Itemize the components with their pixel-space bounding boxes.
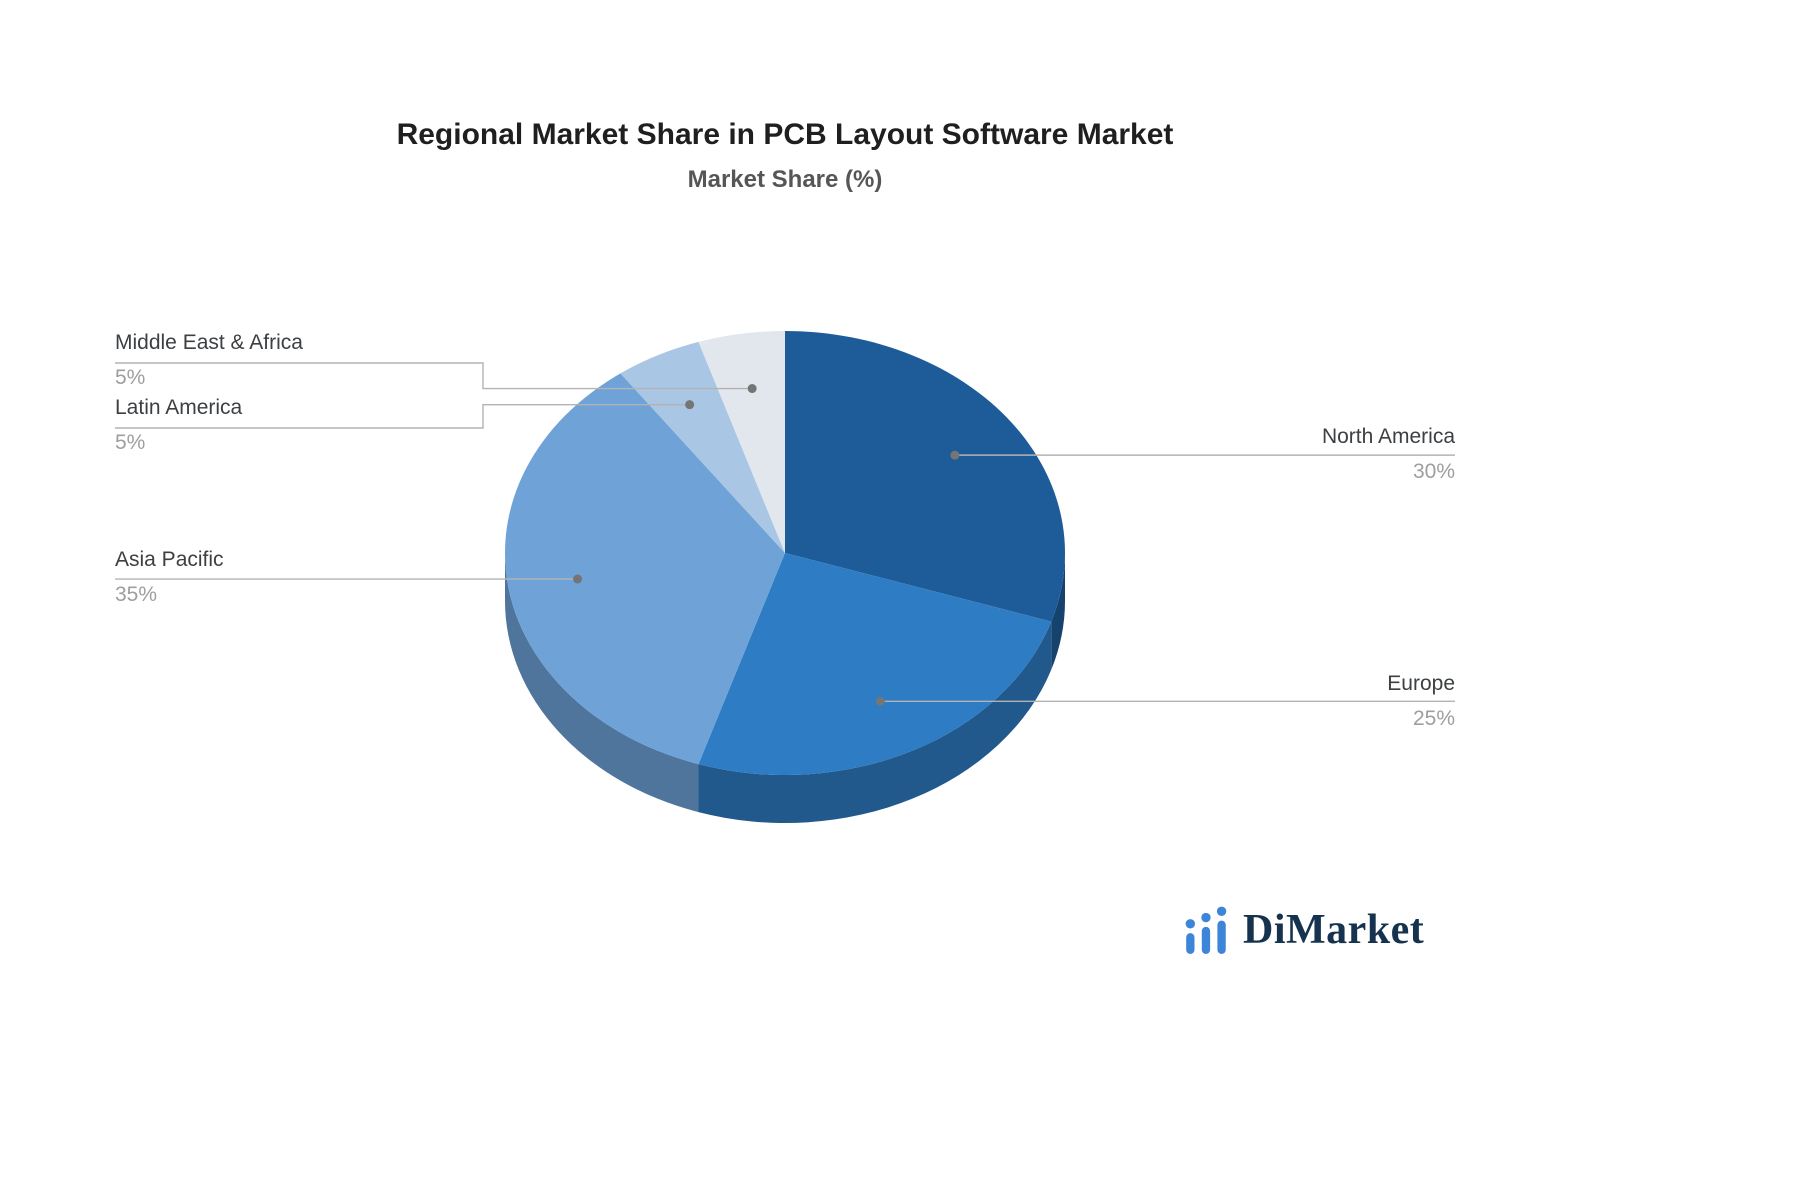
callout-middle-east-africa: Middle East & Africa 5% xyxy=(115,330,303,391)
logo-wordmark: DiMarket xyxy=(1243,907,1425,953)
slice-label: Latin America xyxy=(115,396,243,419)
callout-asia-pacific: Asia Pacific 35% xyxy=(115,547,224,608)
chart-title: Regional Market Share in PCB Layout Soft… xyxy=(396,118,1174,151)
callout-europe: Europe 25% xyxy=(1387,671,1455,732)
slice-label: Europe xyxy=(1387,672,1455,695)
slice-label: Middle East & Africa xyxy=(115,331,303,354)
dimarket-logo: DiMarket xyxy=(1183,905,1424,955)
slice-value: 5% xyxy=(115,431,146,454)
callout-north-america: North America 30% xyxy=(1322,424,1455,485)
slice-value: 30% xyxy=(1412,460,1455,483)
callout-latin-america: Latin America 5% xyxy=(115,395,242,456)
bar-chart-icon xyxy=(1185,906,1227,954)
chart-subtitle: Market Share (%) xyxy=(687,166,883,193)
slice-value: 35% xyxy=(115,583,158,606)
slice-label: Asia Pacific xyxy=(115,548,224,571)
slice-label: North America xyxy=(1321,425,1455,448)
title-block: Regional Market Share in PCB Layout Soft… xyxy=(0,118,1570,194)
slice-value: 5% xyxy=(115,366,146,389)
slice-value: 25% xyxy=(1412,707,1455,730)
